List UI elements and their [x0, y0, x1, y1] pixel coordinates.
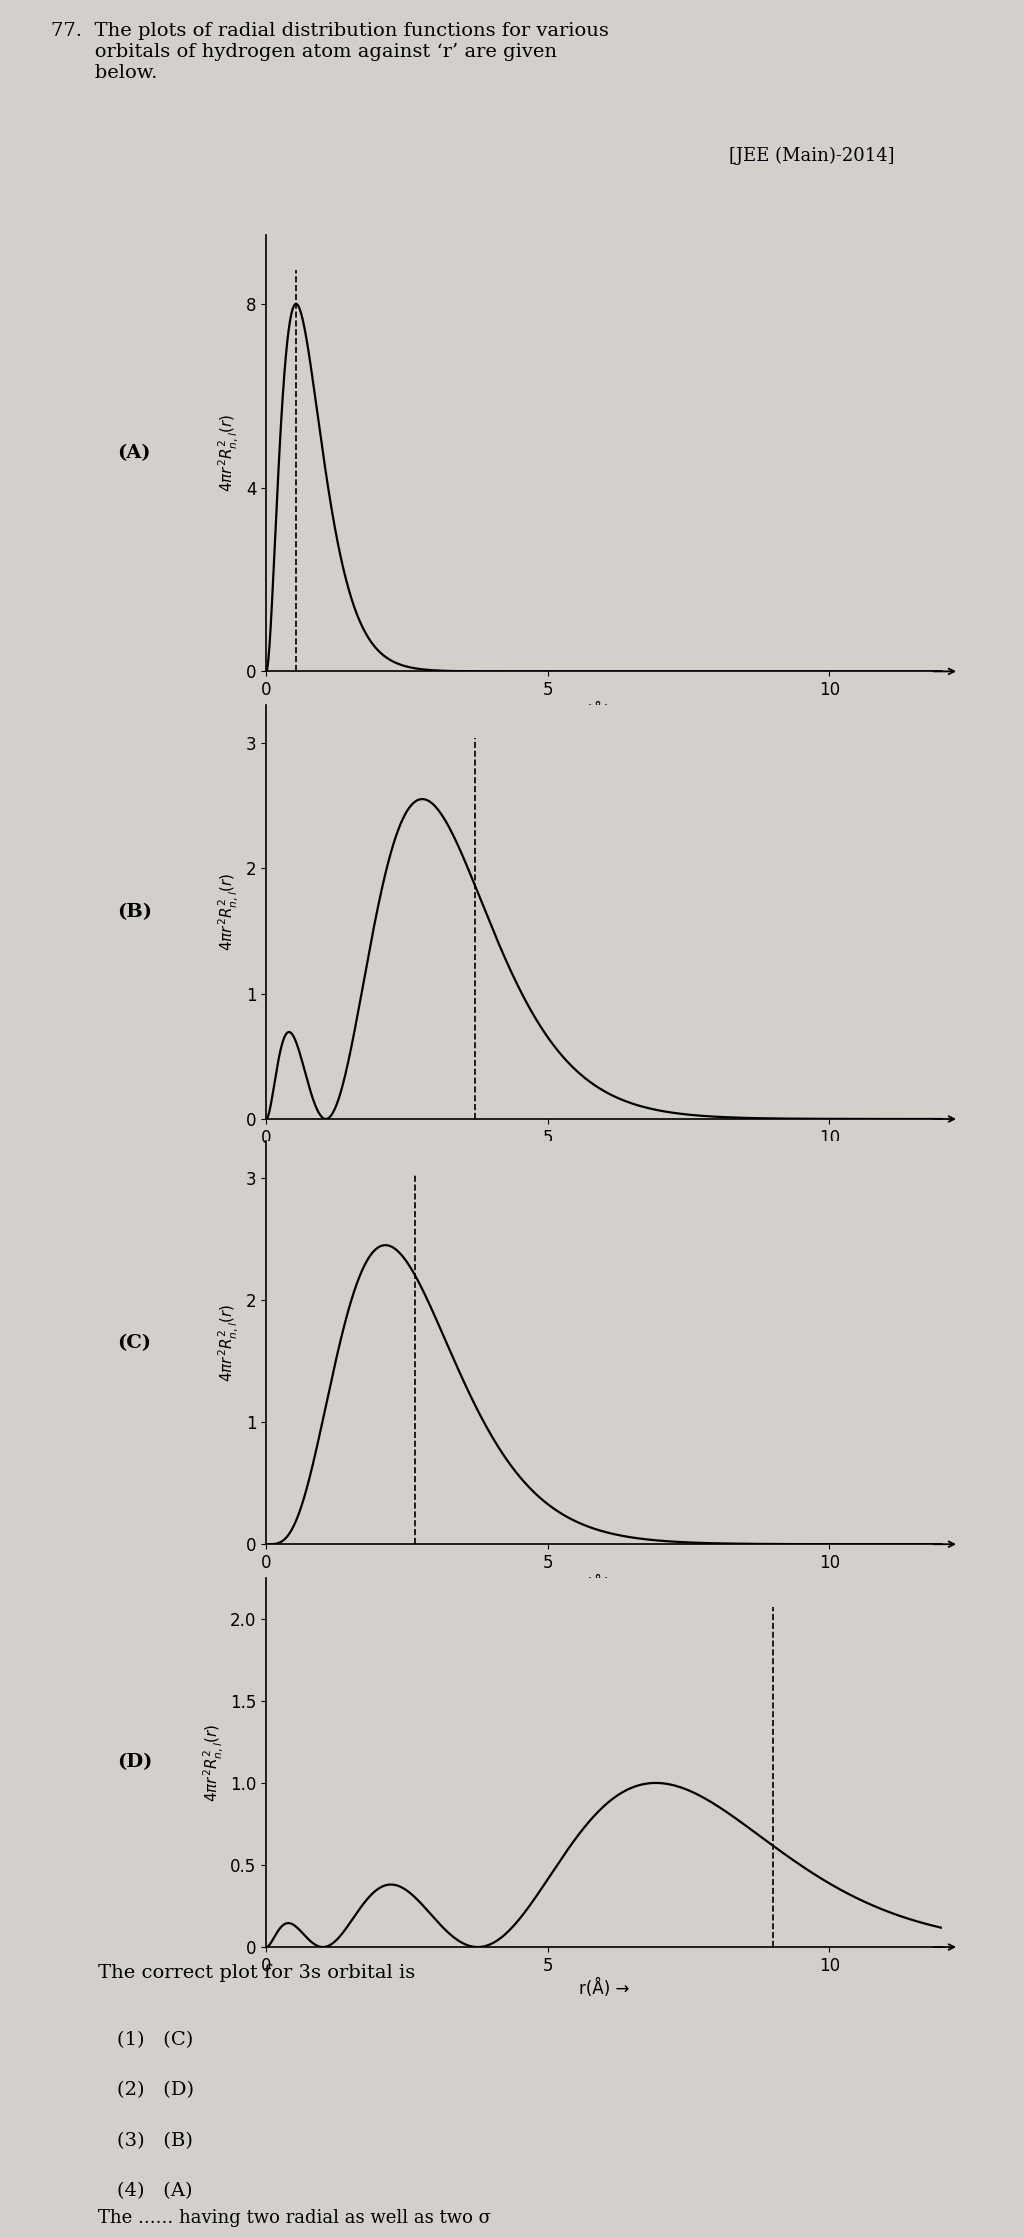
Text: (B): (B) [118, 902, 153, 922]
Y-axis label: $4\pi r^2 R^2_{n,l}(r)$: $4\pi r^2 R^2_{n,l}(r)$ [217, 414, 241, 492]
Y-axis label: $4\pi r^2 R^2_{n,l}(r)$: $4\pi r^2 R^2_{n,l}(r)$ [201, 1723, 224, 1802]
X-axis label: r(Å) →: r(Å) → [579, 1576, 630, 1596]
Y-axis label: $4\pi r^2 R^2_{n,l}(r)$: $4\pi r^2 R^2_{n,l}(r)$ [216, 1305, 241, 1381]
Text: (C): (C) [118, 1334, 152, 1352]
Text: The correct plot for 3s orbital is: The correct plot for 3s orbital is [98, 1965, 416, 1983]
Text: (A): (A) [118, 443, 152, 463]
X-axis label: r(Å) →: r(Å) → [579, 1150, 630, 1170]
Text: (2)   (D): (2) (D) [117, 2081, 195, 2099]
X-axis label: r(Å) →: r(Å) → [579, 703, 630, 723]
Text: 77.  The plots of radial distribution functions for various
       orbitals of h: 77. The plots of radial distribution fun… [51, 22, 609, 83]
Text: (3)   (B): (3) (B) [117, 2131, 193, 2151]
Text: The ...... having two radial as well as two σ: The ...... having two radial as well as … [98, 2209, 492, 2227]
Y-axis label: $4\pi r^2 R^2_{n,l}(r)$: $4\pi r^2 R^2_{n,l}(r)$ [216, 873, 241, 951]
Text: [JEE (Main)-2014]: [JEE (Main)-2014] [729, 148, 895, 166]
Text: (4)   (A): (4) (A) [117, 2182, 193, 2200]
Text: (1)   (C): (1) (C) [117, 2032, 194, 2050]
Text: (D): (D) [118, 1752, 153, 1772]
X-axis label: r(Å) →: r(Å) → [579, 1978, 630, 1999]
